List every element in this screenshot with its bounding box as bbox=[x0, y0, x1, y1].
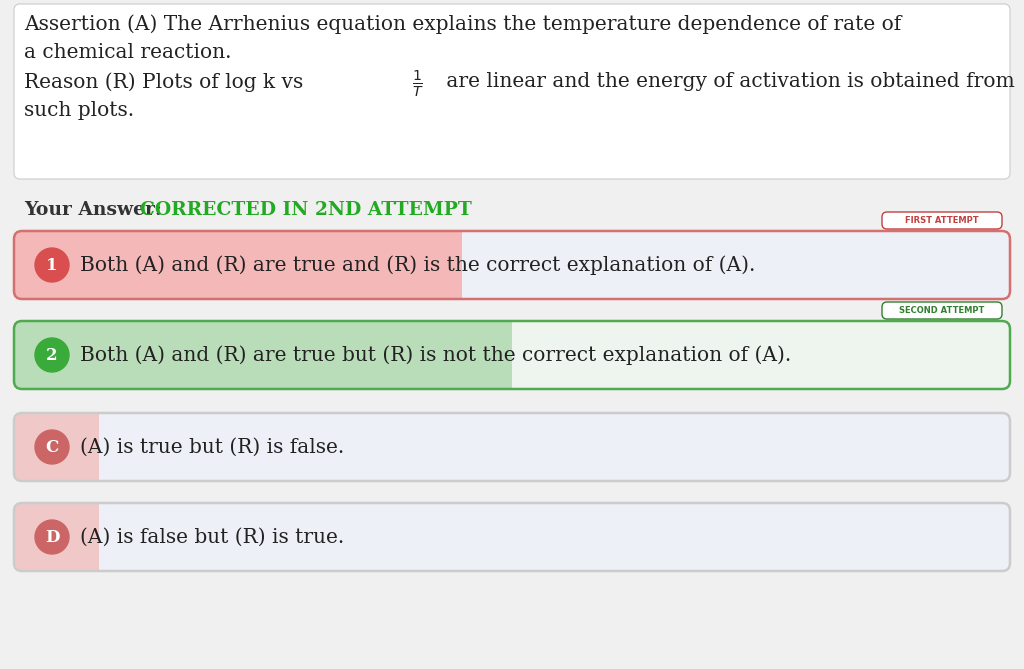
Text: CORRECTED IN 2ND ATTEMPT: CORRECTED IN 2ND ATTEMPT bbox=[140, 201, 472, 219]
Text: FIRST ATTEMPT: FIRST ATTEMPT bbox=[905, 216, 979, 225]
Text: C: C bbox=[45, 438, 58, 456]
Text: Assertion (A) The Arrhenius equation explains the temperature dependence of rate: Assertion (A) The Arrhenius equation exp… bbox=[24, 14, 901, 33]
Bar bbox=[512, 321, 1010, 389]
FancyBboxPatch shape bbox=[14, 231, 1010, 299]
Text: a chemical reaction.: a chemical reaction. bbox=[24, 43, 231, 62]
FancyBboxPatch shape bbox=[882, 212, 1002, 229]
Text: $\frac{1}{T}$: $\frac{1}{T}$ bbox=[412, 69, 424, 99]
Circle shape bbox=[35, 338, 69, 372]
FancyBboxPatch shape bbox=[14, 321, 1010, 389]
FancyBboxPatch shape bbox=[882, 302, 1002, 319]
Text: such plots.: such plots. bbox=[24, 101, 134, 120]
Text: (A) is false but (R) is true.: (A) is false but (R) is true. bbox=[80, 527, 344, 547]
Circle shape bbox=[35, 430, 69, 464]
FancyBboxPatch shape bbox=[14, 413, 1010, 481]
Bar bbox=[462, 231, 1010, 299]
Text: 2: 2 bbox=[46, 347, 57, 363]
Bar bbox=[98, 413, 1010, 481]
FancyBboxPatch shape bbox=[14, 503, 1010, 571]
Text: are linear and the energy of activation is obtained from: are linear and the energy of activation … bbox=[440, 72, 1015, 91]
Circle shape bbox=[35, 248, 69, 282]
Text: Your Answer:: Your Answer: bbox=[24, 201, 162, 219]
Text: Both (A) and (R) are true but (R) is not the correct explanation of (A).: Both (A) and (R) are true but (R) is not… bbox=[80, 345, 792, 365]
Text: Both (A) and (R) are true and (R) is the correct explanation of (A).: Both (A) and (R) are true and (R) is the… bbox=[80, 255, 756, 275]
Bar bbox=[98, 503, 1010, 571]
Text: D: D bbox=[45, 529, 59, 545]
Text: 1: 1 bbox=[46, 256, 57, 274]
Text: SECOND ATTEMPT: SECOND ATTEMPT bbox=[899, 306, 985, 315]
Circle shape bbox=[35, 520, 69, 554]
Text: Reason (R) Plots of log k vs: Reason (R) Plots of log k vs bbox=[24, 72, 303, 92]
FancyBboxPatch shape bbox=[14, 4, 1010, 179]
Text: (A) is true but (R) is false.: (A) is true but (R) is false. bbox=[80, 438, 344, 456]
